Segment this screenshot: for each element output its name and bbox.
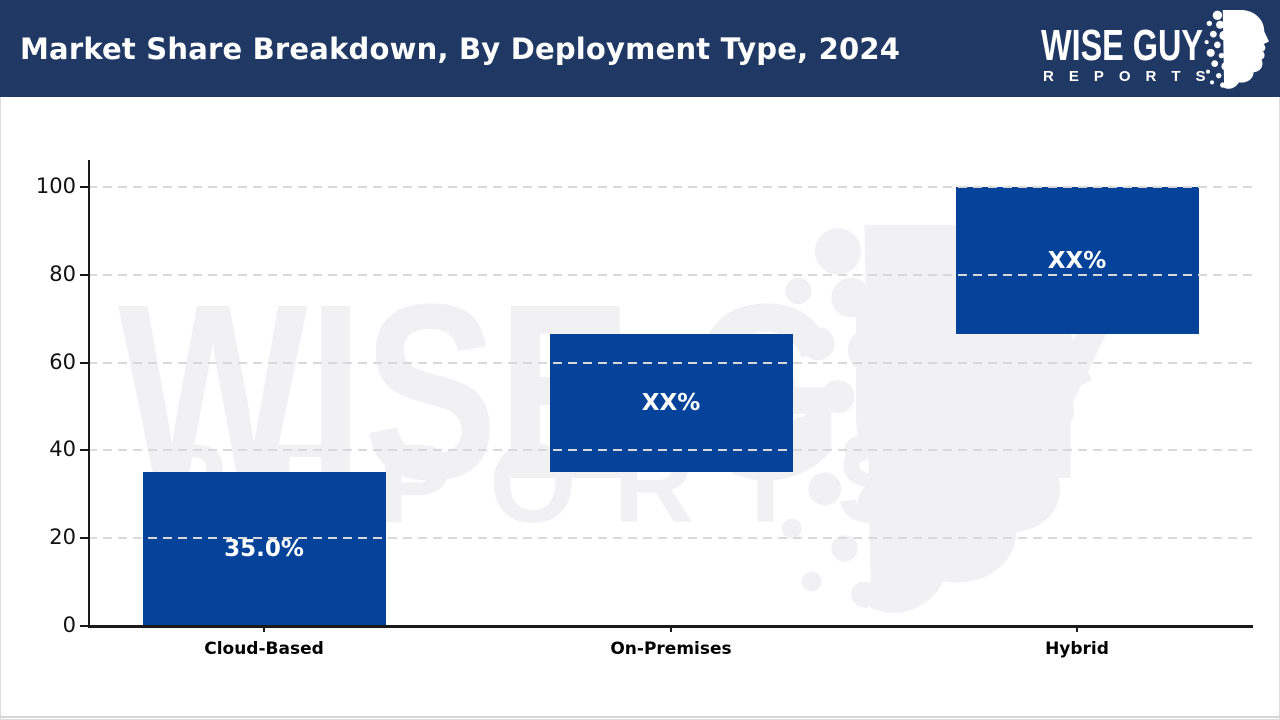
x-axis-label-on-premises: On-Premises [610,639,732,659]
bar-value-label: XX% [1047,247,1107,274]
y-tick-mark [80,273,88,276]
x-axis-spine [88,625,1253,628]
bar-value-label: XX% [641,390,701,417]
gridline-y60 [88,361,1253,364]
y-tick-label: 0 [62,613,76,637]
y-tick-label: 100 [35,174,76,198]
logo-reports-text: REPORTS [1043,68,1221,85]
chart-header: Market Share Breakdown, By Deployment Ty… [0,0,1280,97]
gridline-y100 [88,186,1253,188]
y-tick-mark [80,449,88,452]
y-tick-mark [80,625,88,627]
gridline-y40 [88,449,1253,452]
y-tick-mark [80,537,88,540]
x-tick-mark [1076,626,1078,632]
x-tick-mark [670,626,672,632]
logo-wiseguy-text: WISE GUY [1041,21,1203,70]
x-axis-label-hybrid: Hybrid [1045,639,1109,659]
chart-title: Market Share Breakdown, By Deployment Ty… [20,31,901,66]
bar-hybrid: XX% [955,187,1199,335]
y-tick-label: 40 [49,437,76,462]
bar-value-label: 35.0% [224,536,304,563]
page-bottom-border [0,716,1280,718]
x-axis-label-cloud-based: Cloud-Based [204,639,324,659]
wiseguy-logo: WISE GUY REPORTS [1041,10,1269,89]
y-tick-mark [80,361,88,364]
bar-on-premises: XX% [549,334,793,473]
bar-cloud-based: 35.0% [142,472,386,626]
y-tick-label: 20 [49,525,76,550]
y-tick-label: 60 [49,349,76,374]
gridline-y80 [88,273,1253,276]
x-tick-mark [263,626,265,632]
y-tick-label: 80 [49,261,76,286]
y-tick-mark [80,186,88,188]
gridline-y20 [88,537,1253,540]
y-axis-spine [88,160,90,628]
